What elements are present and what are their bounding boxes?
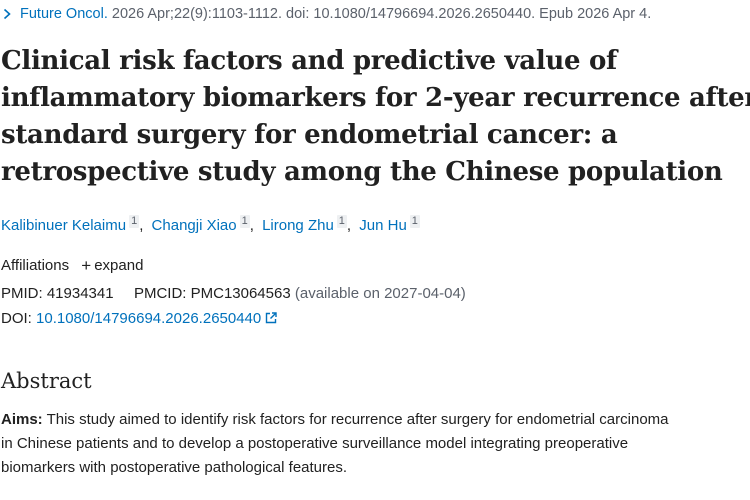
- abstract-line: Aims: This study aimed to identify risk …: [1, 408, 749, 432]
- doi-row: DOI: 10.1080/14796694.2026.2650440: [1, 308, 278, 330]
- author-list: Kalibinuer Kelaimu 1, Changji Xiao 1, Liro…: [1, 215, 420, 237]
- pmcid-value: PMC13064563: [190, 285, 291, 302]
- abstract-line: in Chinese patients and to develop a pos…: [1, 435, 629, 452]
- doi-label: DOI:: [1, 310, 32, 327]
- pmid-label: PMID:: [1, 285, 43, 302]
- chevron-right-icon[interactable]: [2, 4, 16, 24]
- expand-label: expand: [94, 257, 144, 274]
- title-line: inflammatory biomarkers for 2-year recur…: [1, 83, 750, 113]
- title-line: standard surgery for endometrial cancer:…: [1, 120, 618, 150]
- author-separator: ,: [139, 217, 144, 234]
- affiliation-marker[interactable]: 1: [239, 215, 250, 228]
- identifiers-row: PMID: 41934341 PMCID: PMC13064563 (avail…: [1, 283, 466, 305]
- affiliations-row: Affiliations + expand: [1, 255, 143, 277]
- plus-icon: +: [81, 256, 92, 275]
- external-link-icon: [264, 310, 278, 324]
- journal-citation: Future Oncol. 2026 Apr;22(9):1103-1112. …: [0, 4, 651, 24]
- title-line: Clinical risk factors and predictive val…: [1, 46, 617, 76]
- abstract-body: Aims: This study aimed to identify risk …: [1, 408, 749, 480]
- journal-link[interactable]: Future Oncol.: [20, 6, 108, 22]
- abstract-heading: Abstract: [1, 369, 92, 393]
- doi-link[interactable]: 10.1080/14796694.2026.2650440: [36, 310, 278, 327]
- expand-affiliations-button[interactable]: + expand: [81, 255, 143, 277]
- author-link[interactable]: Jun Hu: [359, 217, 407, 234]
- author-separator: ,: [249, 217, 254, 234]
- pmcid-availability: (available on 2027-04-04): [294, 285, 466, 302]
- author-link[interactable]: Kalibinuer Kelaimu: [1, 217, 127, 234]
- affiliations-label: Affiliations: [1, 257, 70, 274]
- abstract-line-text: This study aimed to identify risk factor…: [46, 411, 669, 428]
- author-separator: ,: [346, 217, 352, 234]
- doi-value: 10.1080/14796694.2026.2650440: [36, 310, 262, 327]
- pmcid-label: PMCID:: [133, 285, 187, 302]
- pmid-value: 41934341: [46, 285, 114, 302]
- citation-details: 2026 Apr;22(9):1103-1112. doi: 10.1080/1…: [111, 6, 652, 22]
- author-link[interactable]: Changji Xiao: [151, 217, 237, 234]
- author-link[interactable]: Lirong Zhu: [262, 217, 334, 234]
- title-line: retrospective study among the Chinese po…: [1, 157, 723, 187]
- aims-label: Aims:: [1, 411, 43, 428]
- article-title: Clinical risk factors and predictive val…: [1, 43, 750, 191]
- affiliation-marker[interactable]: 1: [409, 215, 420, 228]
- affiliation-marker[interactable]: 1: [129, 215, 140, 228]
- abstract-line: biomarkers with postoperative pathologic…: [1, 459, 348, 476]
- affiliation-marker[interactable]: 1: [336, 215, 347, 228]
